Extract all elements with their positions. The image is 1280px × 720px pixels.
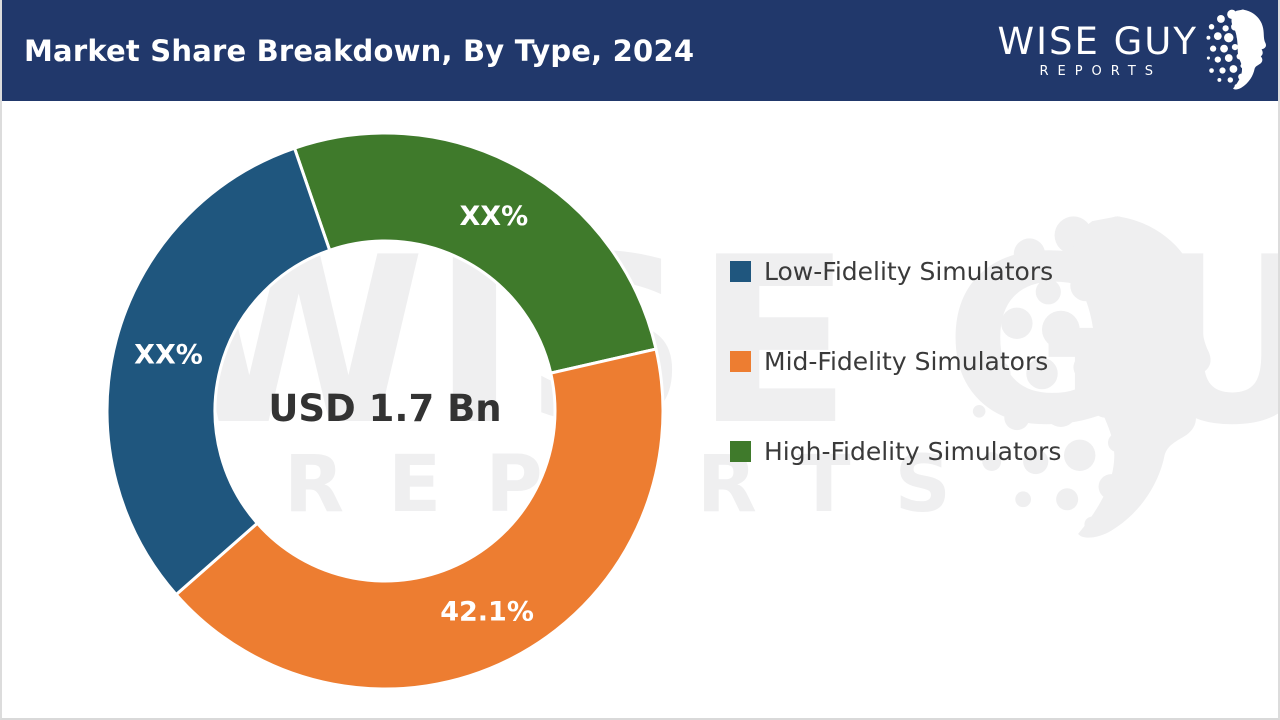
logo-subtitle: REPORTS [1039, 63, 1163, 79]
legend-label-mid-fidelity: Mid-Fidelity Simulators [764, 346, 1049, 376]
segment-value-label-1: 42.1% [440, 596, 534, 627]
wiseguy-face-watermark-icon [954, 210, 1218, 561]
donut-segment-0 [292, 131, 658, 375]
wiseguy-face-icon [1202, 8, 1268, 94]
legend-swatch-high-fidelity [730, 440, 751, 462]
legend-item-mid-fidelity: Mid-Fidelity Simulators [730, 338, 1061, 384]
segment-value-label-0: XX% [459, 201, 528, 232]
donut-center-value: USD 1.7 Bn [268, 387, 502, 430]
chart-legend: Low-Fidelity Simulators Mid-Fidelity Sim… [730, 248, 1061, 518]
donut-segment-2 [105, 146, 332, 597]
logo-wordmark: WISE GUY [997, 20, 1198, 64]
legend-label-low-fidelity: Low-Fidelity Simulators [764, 256, 1054, 286]
logo-text: WISE GUY REPORTS [997, 20, 1198, 79]
header-bar: Market Share Breakdown, By Type, 2024 WI… [2, 0, 1278, 101]
legend-swatch-mid-fidelity [730, 350, 751, 372]
legend-label-high-fidelity: High-Fidelity Simulators [764, 436, 1062, 466]
segment-value-label-2: XX% [134, 340, 203, 371]
legend-item-high-fidelity: High-Fidelity Simulators [730, 428, 1061, 474]
page-title: Market Share Breakdown, By Type, 2024 [24, 33, 695, 68]
donut-segment-1 [174, 347, 665, 691]
legend-swatch-low-fidelity [730, 260, 751, 282]
wiseguy-reports-logo: WISE GUY REPORTS [998, 6, 1268, 96]
legend-item-low-fidelity: Low-Fidelity Simulators [730, 248, 1061, 294]
